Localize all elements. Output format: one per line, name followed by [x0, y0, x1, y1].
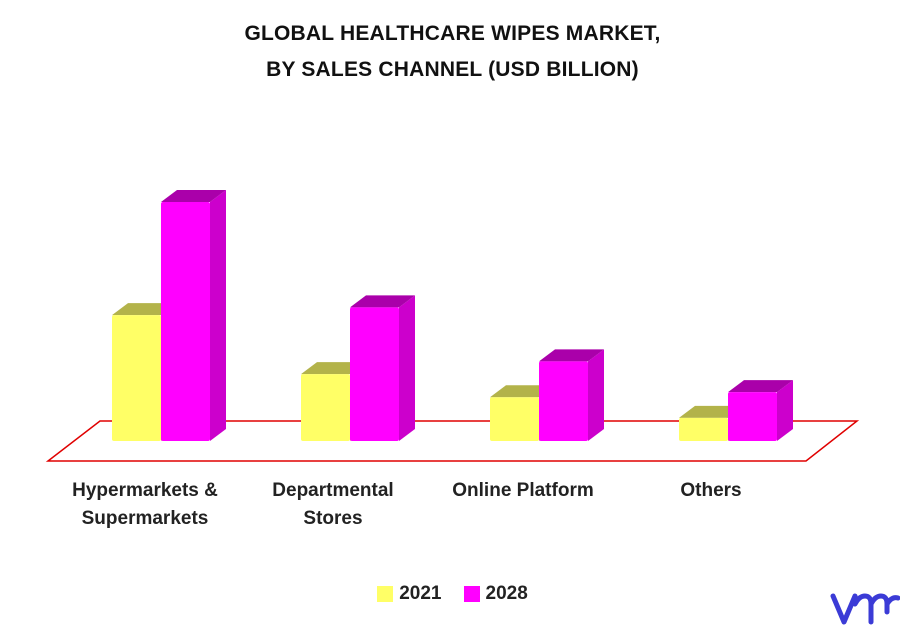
chart-title-line-1: GLOBAL HEALTHCARE WIPES MARKET,: [244, 22, 661, 45]
bar-2028-2: [539, 349, 604, 441]
legend: 2021 2028: [0, 583, 905, 605]
chart-floor: [45, 420, 860, 462]
bar-group: [112, 189, 793, 441]
legend-swatch-2021: [377, 586, 394, 602]
category-label-1: Departmental Stores: [272, 480, 393, 529]
bar-2028-0: [161, 189, 226, 441]
legend-item-2028: 2028: [463, 583, 528, 605]
legend-label-2021: 2021: [399, 583, 442, 604]
category-labels: Hypermarkets & Supermarkets Departmental St…: [72, 480, 742, 529]
category-label-2: Online Platform: [452, 480, 593, 501]
vmr-logo: [830, 593, 900, 625]
category-label-0: Hypermarkets & Supermarkets: [72, 480, 218, 529]
bar-2028-3: [728, 380, 793, 441]
category-label-3: Others: [680, 480, 741, 501]
legend-item-2021: 2021: [377, 583, 442, 605]
chart-title-line-2: BY SALES CHANNEL (USD BILLION): [266, 58, 639, 81]
legend-swatch-2028: [463, 586, 480, 602]
floor-outline: [45, 420, 860, 462]
legend-label-2028: 2028: [485, 583, 528, 604]
bar-2028-1: [350, 295, 415, 441]
